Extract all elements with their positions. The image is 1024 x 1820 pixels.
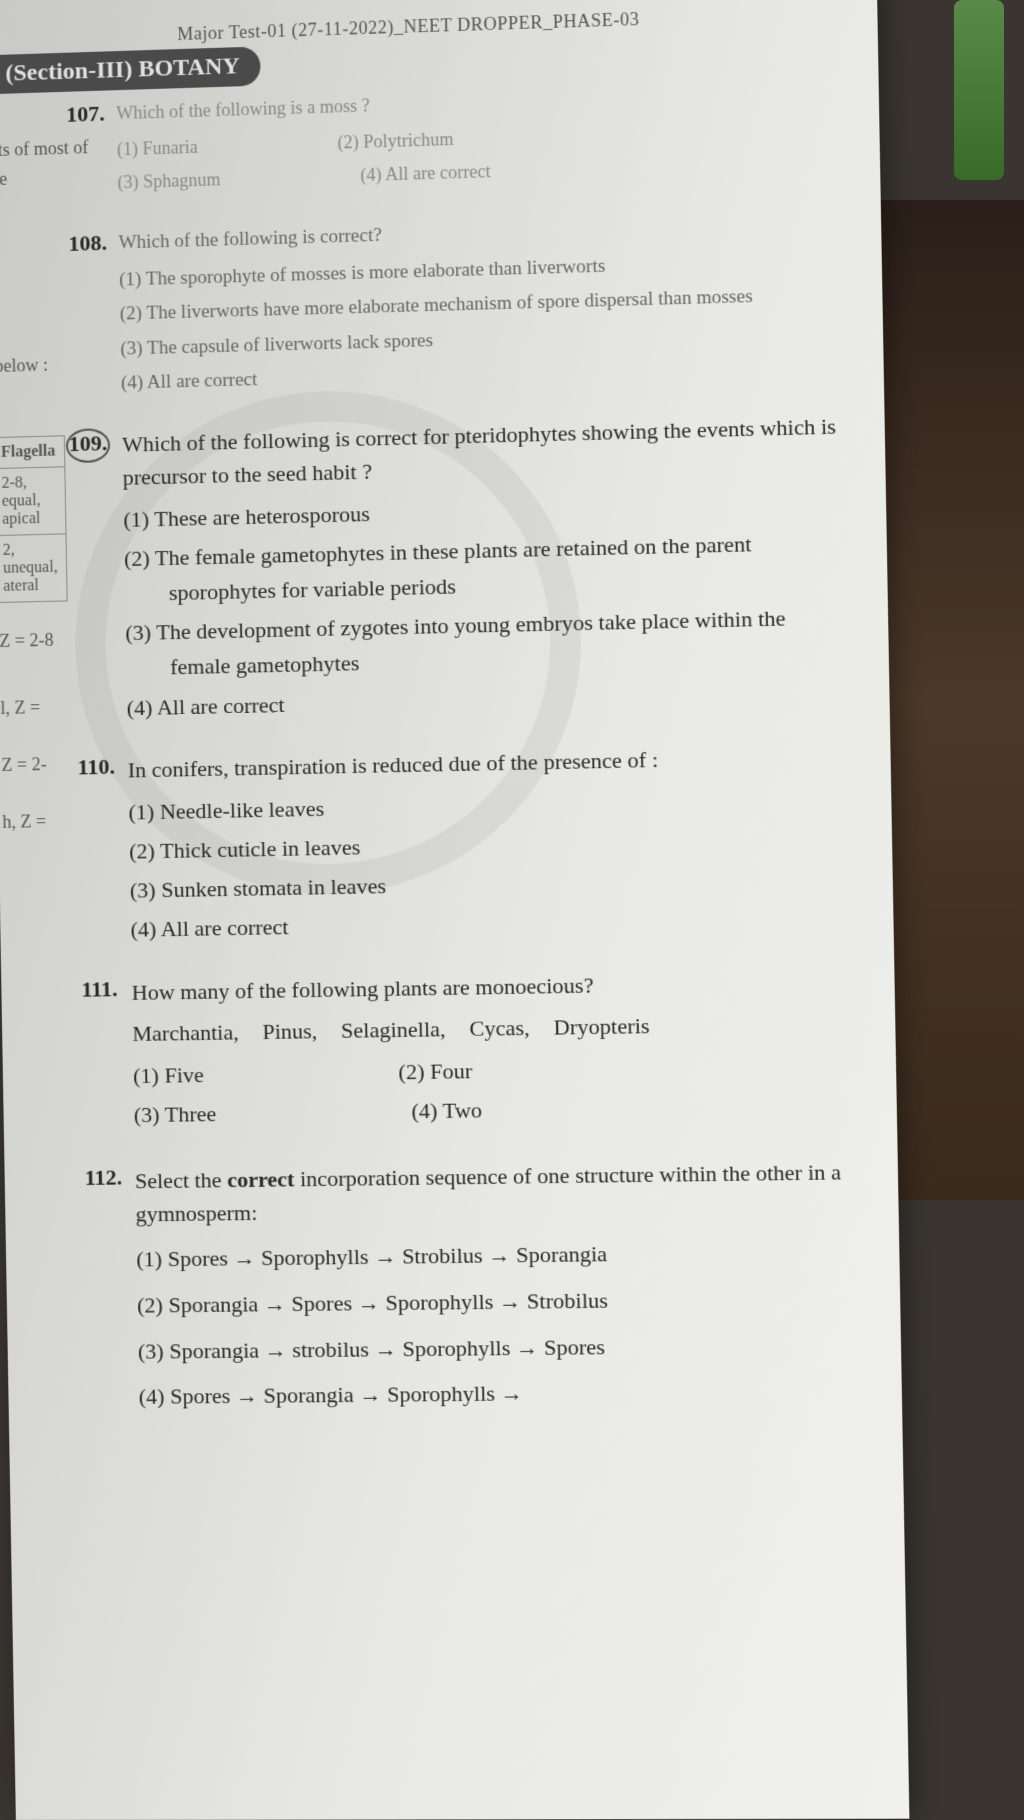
section-title: (Section-III) BOTANY [0,46,260,94]
option-3: (3) Sphagnum [117,164,239,197]
green-object [954,0,1004,180]
question-number: 109. [66,428,111,463]
question-text: Which of the following is correct for pt… [122,409,845,494]
question-text: How many of the following plants are mon… [131,964,853,1009]
option-2: (2) The female gametophytes in these pla… [124,524,847,612]
option-4: (4) Two [411,1092,496,1129]
question-109: 109. Which of the following is correct f… [122,409,849,725]
left-below: below : [0,353,101,377]
option-4: (4) All are correct [360,157,491,190]
left-eq: l, Z = [0,696,107,719]
option-4: (4) Spores → Sporangia → Sporophylls → [138,1369,861,1418]
option-4: (4) All are correct [130,900,852,948]
option-3: (3) The development of zygotes into youn… [125,599,848,686]
exam-paper: Major Test-01 (27-11-2022)_NEET DROPPER_… [0,0,909,1820]
question-111: 111. How many of the following plants ar… [131,964,856,1136]
option-1: (1) Funaria [117,132,217,164]
table-row: 2-8, equal, apical [0,467,66,536]
question-number: 111. [81,976,118,1003]
question-107: 107. Which of the following is a moss ? … [116,77,839,201]
question-112: 112. Select the correct incorporation se… [135,1155,861,1418]
table-row: 2, unequal, ateral [0,534,67,603]
left-text-1: sts of most of [0,137,97,161]
qtext-bold: correct [227,1166,295,1192]
question-number: 107. [66,101,105,128]
question-108: 108. Which of the following is correct? … [118,208,842,399]
question-text: In conifers, transpiration is reduced du… [127,739,849,787]
left-eq: Z = 2-8 [0,629,106,652]
question-text: Select the correct incorporation sequenc… [135,1155,858,1231]
option-2: (2) Polytrichum [337,124,472,157]
question-number: 108. [68,229,107,256]
option-1: (1) Spores → Sporophylls → Strobilus → S… [136,1230,859,1280]
left-text-2: ae [0,166,98,190]
left-eq: h, Z = [0,810,109,833]
option-1: (1) Five [133,1056,217,1093]
qtext-part: Select the [135,1167,228,1193]
option-3: (3) Three [134,1095,230,1132]
question-list: Marchantia, Pinus, Selaginella, Cycas, D… [132,1005,854,1049]
flagella-table: Flagella 2-8, equal, apical 2, unequal, … [0,435,67,603]
question-number: 110. [77,753,115,780]
option-2: (2) Sporangia → Spores → Sporophylls → S… [137,1276,860,1326]
question-110: 110. In conifers, transpiration is reduc… [127,739,852,948]
test-header: Major Test-01 (27-11-2022)_NEET DROPPER_… [0,2,836,51]
question-number: 112. [85,1164,123,1191]
option-2: (2) Four [398,1052,485,1089]
option-3: (3) Sporangia → strobilus → Sporophylls … [138,1323,861,1372]
questions-area: 107. Which of the following is a moss ? … [116,77,861,1418]
table-header: Flagella [0,436,64,469]
